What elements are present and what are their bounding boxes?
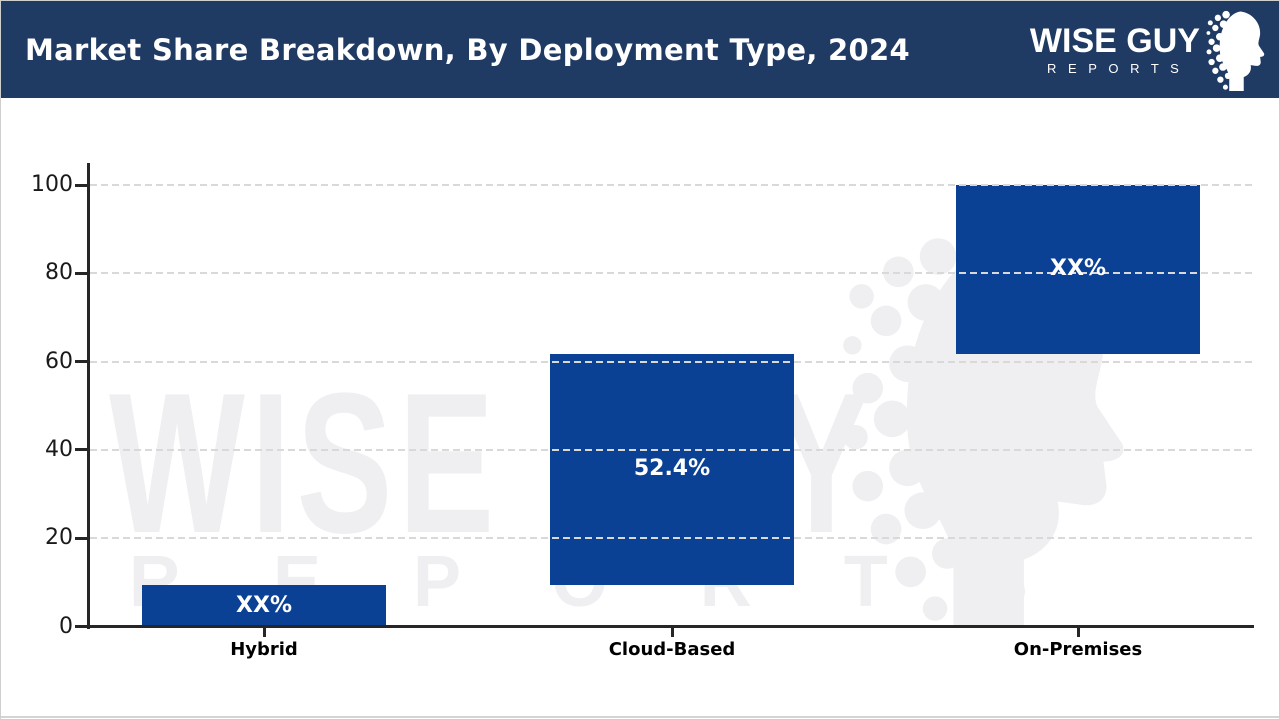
bar-value-label: XX% [1050, 256, 1106, 282]
bottom-border-line [1, 716, 1279, 718]
y-tick-mark-80 [75, 271, 87, 275]
x-tick-mark-on-premises [1076, 628, 1080, 637]
brand-logo-text: WISE GUY R E P O R T S [1030, 24, 1200, 76]
face-logo-icon [1206, 10, 1265, 91]
gridline-20 [90, 537, 1254, 540]
brand-logo: WISE GUY R E P O R T S [1030, 6, 1267, 94]
y-tick-label-40: 40 [45, 436, 73, 462]
y-tick-mark-100 [75, 183, 87, 187]
x-axis-label-cloud-based: Cloud-Based [608, 639, 736, 660]
gridline-60 [90, 360, 1254, 363]
brand-subname: R E P O R T S [1047, 61, 1183, 76]
y-tick-label-100: 100 [31, 172, 73, 197]
bar-value-label: XX% [236, 592, 292, 618]
gridline-100 [90, 184, 1254, 186]
bar-cloud-based [550, 353, 794, 585]
y-tick-label-0: 0 [59, 613, 73, 639]
y-tick-label-80: 80 [45, 260, 73, 286]
x-axis-label-on-premises: On-Premises [1013, 639, 1143, 660]
x-tick-mark-cloud-based [670, 628, 674, 637]
y-tick-mark-40 [75, 448, 87, 452]
x-axis-label-hybrid: Hybrid [230, 639, 298, 660]
bar-hybrid [142, 584, 386, 627]
x-tick-mark-hybrid [262, 628, 266, 637]
y-tick-mark-0 [75, 625, 87, 628]
gridline-40 [90, 448, 1254, 451]
x-axis-line [87, 625, 1254, 628]
brand-name: WISE GUY [1029, 22, 1200, 60]
header-band: Market Share Breakdown, By Deployment Ty… [1, 1, 1279, 98]
y-tick-label-60: 60 [45, 348, 73, 374]
bar-value-label: 52.4% [633, 456, 711, 482]
gridline-80 [90, 272, 1254, 275]
chart-title: Market Share Breakdown, By Deployment Ty… [25, 32, 910, 67]
y-axis-line [87, 163, 90, 629]
y-tick-mark-20 [75, 536, 87, 540]
y-tick-label-20: 20 [45, 525, 73, 551]
y-tick-mark-60 [75, 360, 87, 364]
